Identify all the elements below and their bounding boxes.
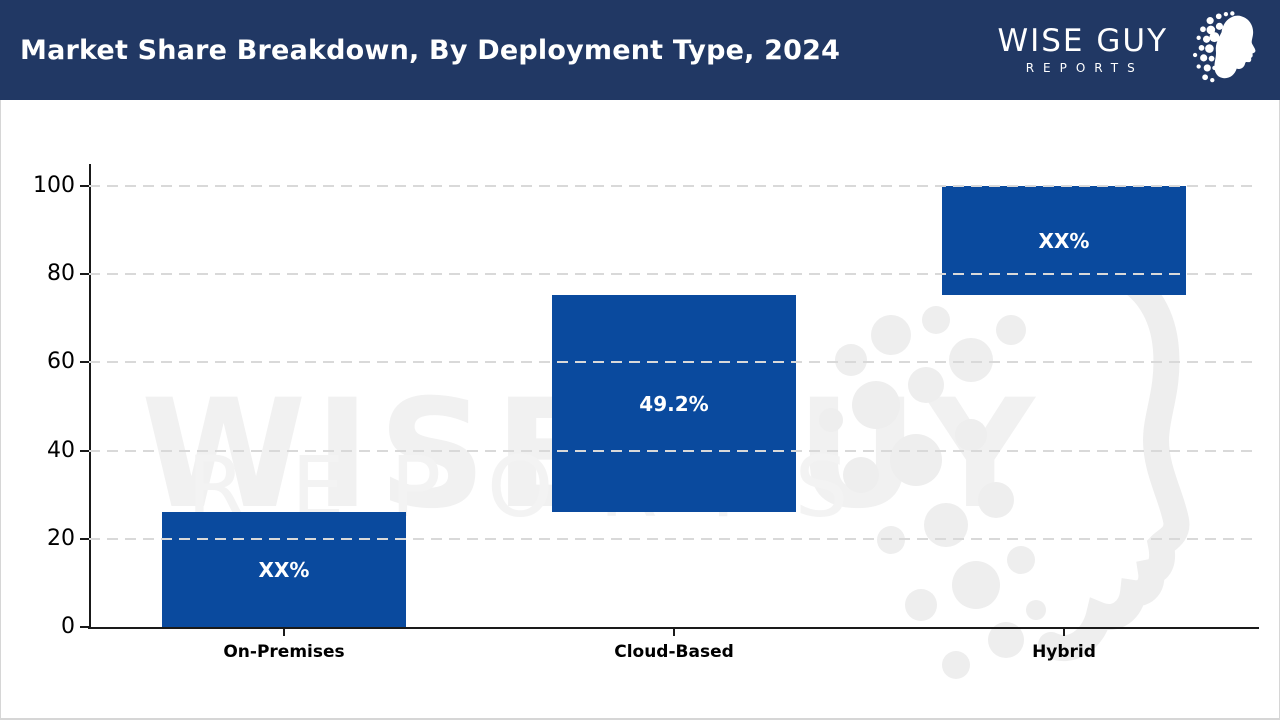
y-tickmark [80, 273, 89, 276]
page-title: Market Share Breakdown, By Deployment Ty… [20, 34, 841, 66]
y-tickmark [80, 361, 89, 364]
bar-value-label: 49.2% [639, 391, 709, 416]
y-axis-line [89, 164, 91, 629]
y-tickmark [80, 185, 89, 187]
y-tickmark [80, 537, 89, 540]
bar-on-premises [162, 512, 406, 627]
chart-area: WISE GUY REPORTS XX% 49.2% XX% 0 20 40 60 80 100… [0, 100, 1280, 720]
logo-head-icon [1192, 11, 1256, 83]
x-tick-label: Cloud-Based [614, 642, 734, 662]
y-tick-label: 0 [61, 614, 75, 639]
x-tick-label: On-Premises [223, 642, 345, 662]
gridline-60 [89, 361, 1259, 364]
gridline-100 [89, 185, 1259, 187]
bar-value-label: XX% [1038, 228, 1090, 253]
y-tick-label: 100 [33, 173, 75, 198]
logo-line1: WISE GUY [997, 23, 1168, 59]
bar-value-label: XX% [258, 557, 310, 582]
x-axis-line [88, 627, 1259, 629]
x-tickmark [673, 629, 675, 636]
y-tick-label: 20 [47, 525, 75, 551]
y-tick-label: 60 [47, 349, 75, 375]
x-tick-label: Hybrid [1032, 642, 1096, 662]
wiseguy-logo: WISE GUY REPORTS [997, 8, 1256, 92]
bar-hybrid [942, 186, 1186, 296]
gridline-80 [89, 273, 1259, 276]
x-tickmark [1063, 629, 1065, 636]
logo-line2: REPORTS [1025, 61, 1144, 75]
y-tick-label: 80 [47, 261, 75, 287]
gridline-40 [89, 449, 1259, 452]
bar-cloud-based [552, 295, 796, 513]
x-tickmark [283, 629, 285, 636]
watermark-head-icon [819, 255, 1190, 679]
y-tickmark [80, 626, 89, 628]
y-tick-label: 40 [47, 437, 75, 463]
header: Market Share Breakdown, By Deployment Ty… [0, 0, 1280, 100]
y-tickmark [80, 449, 89, 452]
logo-wordmark: WISE GUY REPORTS [997, 23, 1168, 75]
gridline-20 [89, 537, 1259, 540]
